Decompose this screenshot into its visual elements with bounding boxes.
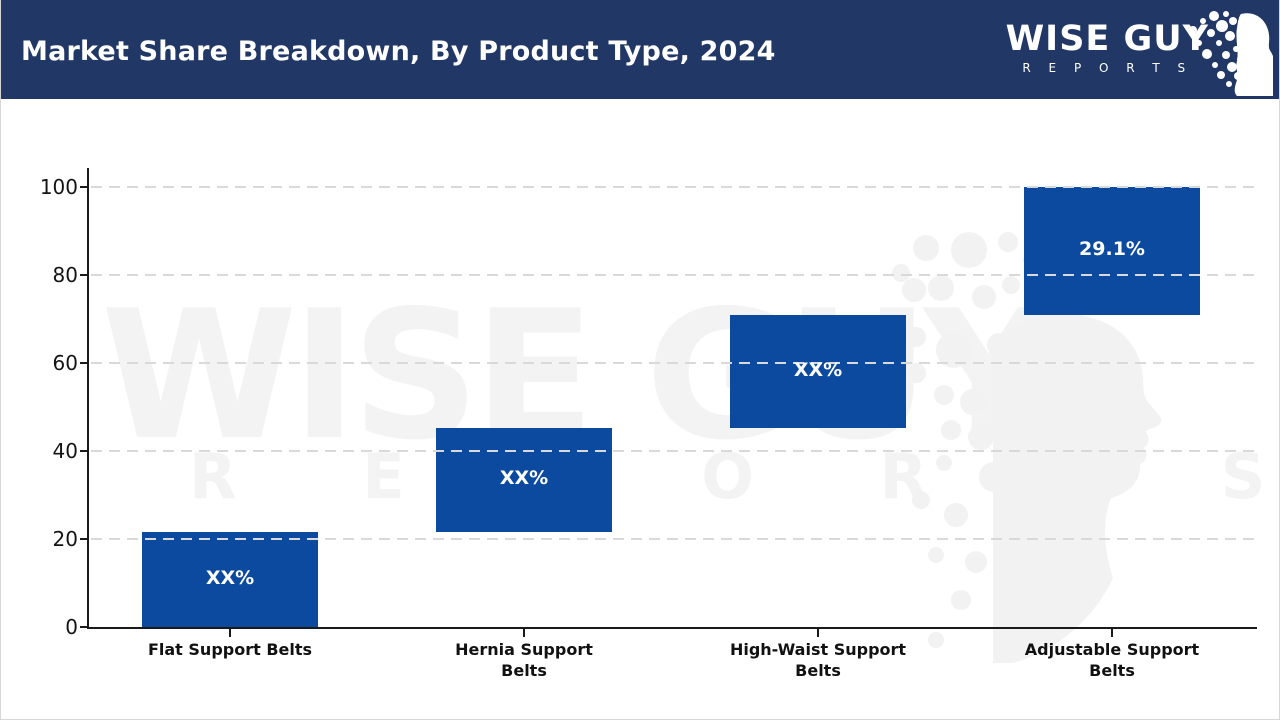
- header-bar: Market Share Breakdown, By Product Type,…: [1, 0, 1279, 99]
- watermark-dot-icon: [968, 424, 994, 450]
- y-axis-tick: [80, 362, 89, 364]
- x-axis-spine: [87, 627, 1257, 629]
- watermark-dot-icon: [906, 363, 926, 383]
- y-axis-tick: [80, 450, 89, 452]
- watermark-dot-icon: [928, 632, 944, 648]
- watermark-face-icon: [993, 313, 1162, 663]
- brand-tagline: R E P O R T S: [1022, 61, 1193, 75]
- watermark-dot-icon: [972, 285, 996, 309]
- x-axis-category-line: Belts: [501, 661, 547, 680]
- gridline: [91, 186, 1257, 188]
- watermark-dot-icon: [928, 275, 954, 301]
- y-axis-tick-label: 100: [39, 175, 78, 199]
- watermark-dot-icon: [987, 333, 1011, 357]
- y-axis-tick-label: 0: [65, 615, 78, 639]
- y-axis-tick: [80, 538, 89, 540]
- gridline: [91, 538, 1257, 540]
- y-axis-tick-label: 80: [52, 263, 78, 287]
- watermark-dot-icon: [960, 389, 986, 415]
- watermark-dot-icon: [951, 232, 987, 268]
- y-axis-tick-label: 60: [52, 351, 78, 375]
- watermark-dot-icon: [941, 420, 961, 440]
- watermark-dot-icon: [892, 264, 910, 282]
- gridline: [91, 362, 1257, 364]
- watermark-dot-icon: [998, 232, 1018, 252]
- x-axis-category-label: Flat Support Belts: [115, 639, 345, 660]
- watermark-dot-icon: [928, 547, 944, 563]
- chart-bar: [142, 532, 318, 627]
- y-axis-tick: [80, 186, 89, 188]
- y-axis-tick: [80, 274, 89, 276]
- bar-value-label: XX%: [205, 566, 255, 589]
- chart-bar: [1024, 187, 1200, 316]
- watermark-dot-icon: [979, 462, 1009, 492]
- x-axis-tick: [523, 628, 525, 637]
- x-axis-category-line: Hernia Support: [455, 640, 593, 659]
- x-axis-category-label: Adjustable Support Belts: [997, 639, 1227, 681]
- bar-value-label: XX%: [793, 358, 843, 381]
- brand-logo-text: WISE GUY R E P O R T S: [1006, 20, 1209, 75]
- bar-value-label: XX%: [499, 467, 549, 490]
- watermark-dot-icon: [912, 491, 930, 509]
- y-axis-spine: [87, 168, 89, 629]
- x-axis-tick: [817, 628, 819, 637]
- watermark-dot-icon: [965, 551, 987, 573]
- x-axis-category-line: Flat Support Belts: [147, 640, 313, 659]
- gridline: [91, 274, 1257, 276]
- y-axis-tick-label: 20: [52, 527, 78, 551]
- x-axis-category-line: Belts: [1089, 661, 1135, 680]
- watermark-dot-icon: [1002, 276, 1020, 294]
- watermark-dot-icon: [936, 455, 952, 471]
- watermark-dot-icon: [996, 391, 1020, 415]
- watermark-dot-icon: [951, 590, 971, 610]
- watermark-dot-icon: [906, 327, 926, 347]
- y-axis-tick: [80, 626, 89, 628]
- x-axis-category-line: High-Waist Support: [729, 640, 907, 659]
- brand-name: WISE GUY: [1005, 19, 1209, 59]
- page-title: Market Share Breakdown, By Product Type,…: [21, 36, 776, 67]
- watermark-dot-icon: [913, 235, 939, 261]
- gridline: [91, 450, 1257, 452]
- watermark-dot-icon: [934, 385, 954, 405]
- brand-face-icon: [1189, 11, 1273, 96]
- watermark-dot-icon: [944, 503, 968, 527]
- brand-logo: WISE GUY R E P O R T S: [1005, 4, 1275, 96]
- watermark-dot-icon: [902, 278, 926, 302]
- bar-value-label: 29.1%: [1079, 238, 1145, 261]
- x-axis-tick: [229, 628, 231, 637]
- x-axis-tick: [1111, 628, 1113, 637]
- x-axis-category-label: High-Waist Support Belts: [703, 639, 933, 681]
- x-axis-category-line: Belts: [795, 661, 841, 680]
- chart-bar: [730, 315, 906, 429]
- chart-bar: [436, 428, 612, 533]
- x-axis-category-label: Hernia Support Belts: [409, 639, 639, 681]
- x-axis-category-line: Adjustable Support: [1024, 640, 1200, 659]
- y-axis-tick-label: 40: [52, 439, 78, 463]
